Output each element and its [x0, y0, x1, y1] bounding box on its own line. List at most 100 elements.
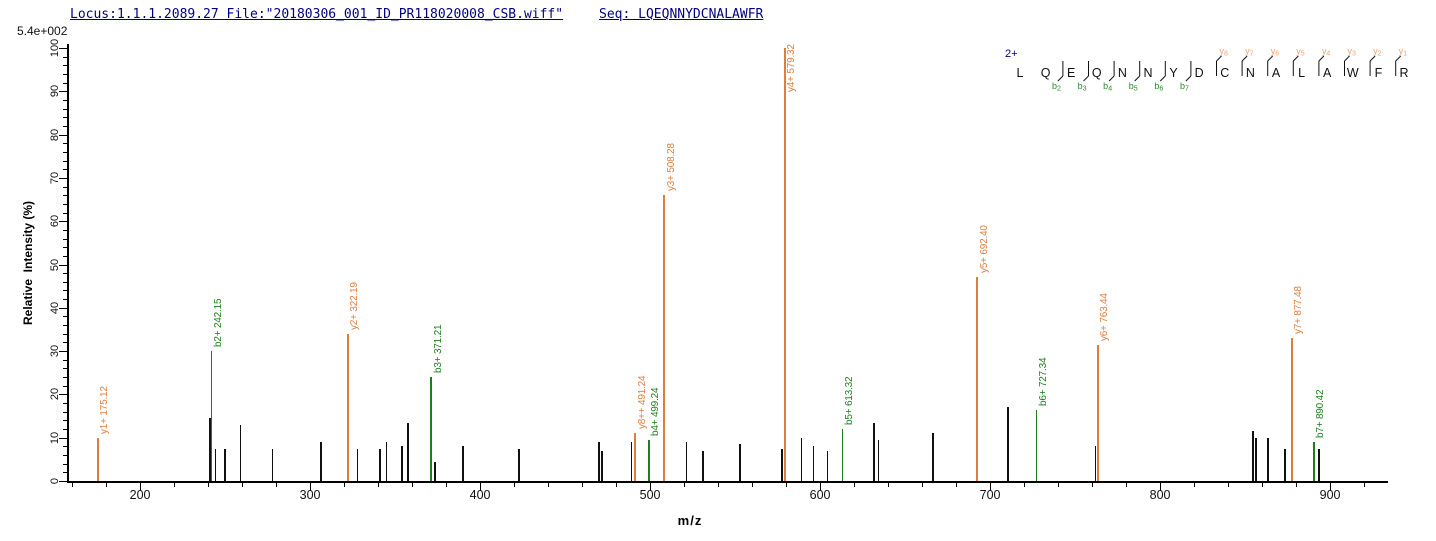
- peak: [932, 433, 934, 481]
- x-tick-label: 900: [1319, 488, 1341, 502]
- peak-y-ion: [97, 437, 99, 481]
- peak: [702, 450, 704, 481]
- x-minor-tick: [616, 483, 618, 487]
- peak-label: b2+ 242.15: [213, 298, 225, 348]
- y-minor-tick: [63, 203, 68, 205]
- peak-label: b7+ 890.42: [1315, 389, 1327, 439]
- b-ion-label: b5: [1129, 81, 1138, 93]
- y-tick-label: 100: [49, 38, 61, 58]
- residue-letter: Q: [1092, 66, 1102, 80]
- x-tick-label: 500: [639, 488, 661, 502]
- x-minor-tick: [888, 483, 890, 487]
- y-cleavage-tick: [1395, 55, 1402, 62]
- y-minor-tick: [63, 420, 68, 422]
- peak: [214, 448, 217, 481]
- peak: [1094, 446, 1097, 481]
- y-minor-tick: [63, 316, 68, 318]
- peak: [407, 422, 409, 481]
- y-ion-label: y5: [1296, 46, 1305, 58]
- x-tick-label: 300: [299, 488, 321, 502]
- x-minor-tick: [718, 483, 720, 487]
- y-major-tick: [59, 48, 68, 49]
- residue-letter: N: [1118, 66, 1127, 80]
- y-tick-label: 20: [49, 388, 61, 401]
- y-minor-tick: [63, 299, 68, 301]
- y-minor-tick: [63, 411, 68, 413]
- y-minor-tick: [63, 255, 68, 257]
- peak-label: y7+ 877.48: [1293, 286, 1305, 335]
- x-minor-tick: [786, 483, 788, 487]
- peak-label: y3+ 508.28: [665, 143, 677, 192]
- y-minor-tick: [63, 429, 68, 431]
- peak: [401, 446, 403, 481]
- residue-letter: L: [1017, 66, 1024, 80]
- b-ion-label: b7: [1180, 81, 1189, 93]
- b-ion-label: b2: [1052, 81, 1061, 93]
- x-tick-label: 400: [469, 488, 491, 502]
- peak-b-ion: [1035, 409, 1038, 481]
- residue-letter: F: [1375, 66, 1383, 80]
- y-tick-label: 80: [49, 128, 61, 141]
- header-locus-file: Locus:1.1.1.2089.27 File:"20180306_001_I…: [70, 7, 564, 22]
- x-minor-tick: [1262, 483, 1264, 487]
- x-axis-title: m/z: [677, 513, 703, 528]
- x-minor-tick: [1126, 483, 1128, 487]
- x-minor-tick: [1364, 483, 1366, 487]
- x-minor-tick: [174, 483, 176, 487]
- residue-letter: L: [1298, 66, 1305, 80]
- x-minor-tick: [242, 483, 244, 487]
- residue-letter: A: [1272, 66, 1281, 80]
- x-minor-tick: [1024, 483, 1026, 487]
- b-cleavage-tick: [1185, 75, 1192, 82]
- y-tick-label: 90: [49, 85, 61, 98]
- y-cleavage-tick: [1267, 55, 1274, 62]
- x-minor-tick: [72, 483, 74, 487]
- y-minor-tick: [63, 108, 68, 110]
- y-minor-tick: [63, 65, 68, 67]
- y-minor-tick: [63, 273, 68, 275]
- residue-letter: Y: [1169, 66, 1178, 80]
- y-minor-tick: [63, 463, 68, 465]
- y-minor-tick: [63, 446, 68, 448]
- x-minor-tick: [514, 483, 516, 487]
- peak: [877, 439, 880, 481]
- peptide-fragment-map: 2+ L Q E Q N N Y D C N A L A W F Rb2 b3 b4 b5 b6 b7 y8 y7 y6 y5 y4…: [1005, 46, 1409, 93]
- b-cleavage-tick: [1083, 75, 1089, 82]
- y-minor-tick: [63, 212, 68, 214]
- peak-b-ion: [648, 439, 650, 481]
- y-minor-tick: [63, 455, 68, 457]
- x-minor-tick: [1296, 483, 1298, 487]
- y-minor-tick: [63, 186, 68, 188]
- y-ion-label: y2: [1373, 46, 1382, 58]
- x-minor-tick: [412, 483, 414, 487]
- y-minor-tick: [63, 281, 68, 283]
- peak-label: b3+ 371.21: [432, 324, 444, 374]
- peak: [598, 442, 600, 481]
- y-minor-tick: [63, 151, 68, 153]
- peak-y-ion: [347, 333, 349, 481]
- residue-letter: E: [1067, 66, 1075, 80]
- peak: [379, 448, 381, 481]
- x-minor-tick: [1194, 483, 1196, 487]
- x-minor-tick: [854, 483, 856, 487]
- residue-letter: N: [1143, 66, 1152, 80]
- y-minor-tick: [63, 82, 68, 84]
- peak-y-ion: [1097, 344, 1099, 481]
- y-ion-label: y8: [1220, 46, 1229, 58]
- x-minor-tick: [446, 483, 448, 487]
- y-cleavage-tick: [1369, 55, 1376, 62]
- peak: [826, 450, 829, 481]
- peak: [224, 448, 226, 481]
- x-tick-label: 200: [129, 488, 151, 502]
- peak: [739, 444, 741, 481]
- residue-letter: W: [1347, 66, 1359, 80]
- x-major-tick: [1160, 483, 1162, 491]
- peak: [601, 450, 603, 481]
- y-minor-tick: [63, 99, 68, 101]
- peak: [630, 442, 633, 481]
- peak-y-ion: [634, 433, 636, 481]
- peak: [209, 418, 211, 481]
- x-tick-label: 600: [809, 488, 831, 502]
- y-ion-label: y7: [1245, 46, 1254, 58]
